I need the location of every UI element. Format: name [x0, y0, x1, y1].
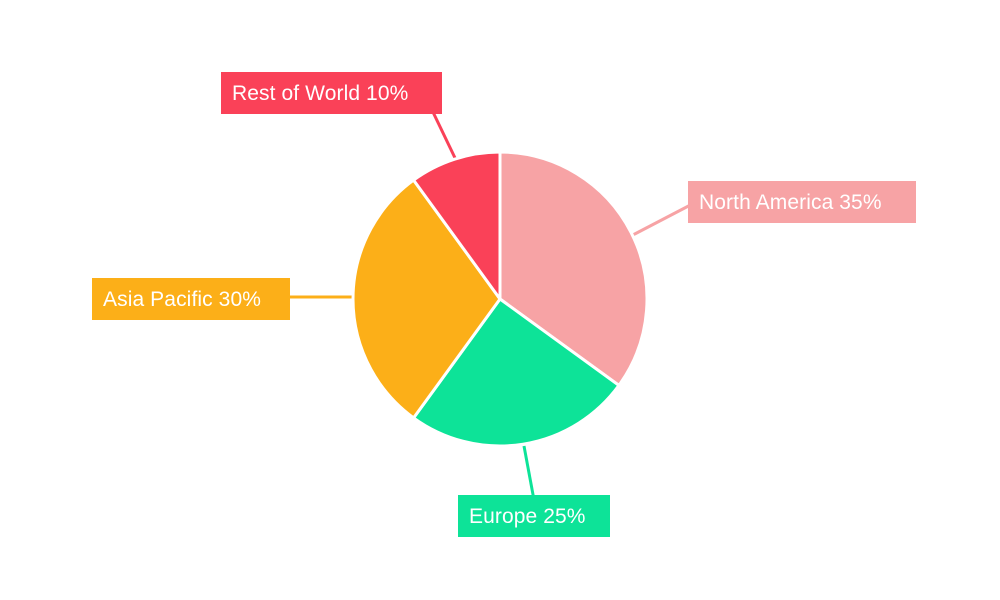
- pie-slice-europe[interactable]: [412, 297, 621, 448]
- pie-label-text: Europe 25%: [469, 504, 586, 528]
- pie-slices-group: [351, 150, 649, 448]
- pie-label-europe[interactable]: Europe 25%: [458, 495, 610, 537]
- pie-label-asia-pacific[interactable]: Asia Pacific 30%: [92, 278, 290, 320]
- pie-label-north-america[interactable]: North America 35%: [688, 181, 916, 223]
- pie-label-text: Rest of World 10%: [232, 81, 409, 105]
- leader-line-rest-of-world: [430, 109, 458, 161]
- pie-label-rest-of-world[interactable]: Rest of World 10%: [221, 72, 442, 114]
- pie-label-text: North America 35%: [699, 190, 882, 214]
- pie-slice-rest-of-world[interactable]: [412, 150, 502, 301]
- pie-slice-north-america[interactable]: [498, 150, 649, 387]
- pie-label-text: Asia Pacific 30%: [103, 287, 262, 311]
- pie-slice-asia-pacific[interactable]: [351, 178, 502, 420]
- leader-line-europe: [522, 445, 536, 501]
